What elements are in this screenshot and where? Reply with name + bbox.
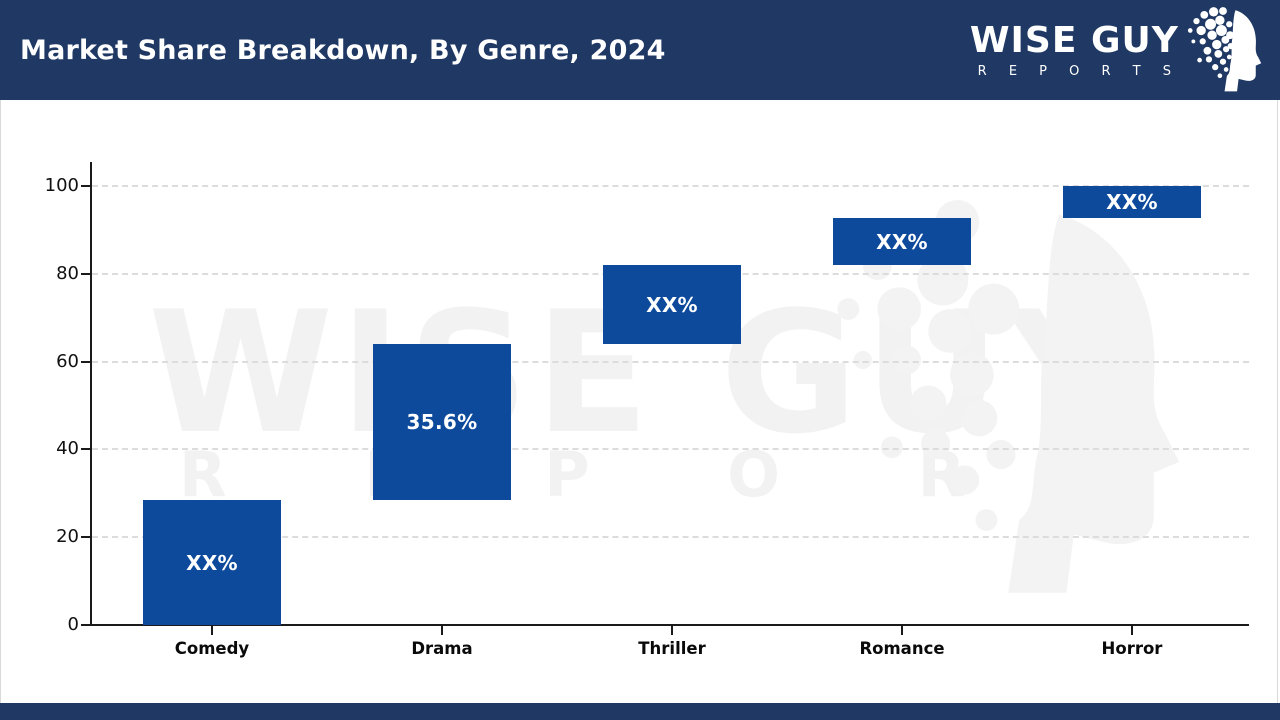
x-tick	[441, 626, 443, 635]
gridline	[92, 185, 1249, 187]
logo-wordmark: WISE GUY R E P O R T S	[969, 19, 1180, 79]
bar: XX%	[833, 218, 971, 266]
gridline	[92, 360, 1249, 363]
gridline	[92, 448, 1249, 451]
y-tick-label: 80	[56, 262, 79, 284]
chart-area: WISE GUY R E P O R T S 0 20 40 60 80 100 XX% Co…	[0, 100, 1280, 703]
x-tick	[671, 626, 673, 635]
y-tick	[81, 272, 90, 275]
x-tick-label: Thriller	[638, 639, 706, 658]
bar-value-label: XX%	[646, 292, 698, 317]
x-tick-label: Romance	[859, 639, 945, 658]
y-tick-label: 0	[67, 614, 79, 635]
bar-value-label: XX%	[1106, 190, 1158, 215]
header-bar: Market Share Breakdown, By Genre, 2024 W…	[0, 0, 1280, 100]
bar-value-label: XX%	[186, 550, 238, 575]
y-tick	[81, 185, 90, 187]
x-tick	[901, 626, 903, 635]
y-tick-label: 60	[56, 350, 79, 372]
page-title: Market Share Breakdown, By Genre, 2024	[20, 34, 666, 66]
y-tick	[81, 536, 90, 539]
x-tick-label: Comedy	[174, 639, 250, 658]
x-tick	[1131, 626, 1133, 635]
logo-wiseguy-text: WISE GUY	[969, 19, 1179, 61]
bar: 35.6%	[373, 344, 511, 501]
bar: XX%	[1063, 186, 1201, 219]
footer-bar	[0, 703, 1280, 720]
bar: XX%	[603, 265, 741, 345]
bar: XX%	[143, 500, 281, 625]
bar-value-label: XX%	[876, 229, 928, 254]
y-tick	[81, 448, 90, 451]
y-tick-label: 20	[56, 526, 79, 548]
watermark-face-icon	[837, 200, 1180, 593]
gridline	[92, 536, 1249, 539]
y-tick-label: 100	[44, 175, 79, 196]
y-tick	[81, 360, 90, 363]
x-tick-label: Horror	[1101, 639, 1163, 658]
wiseguy-logo: WISE GUY R E P O R T S	[969, 7, 1262, 93]
logo-face-icon	[1187, 7, 1262, 92]
y-tick	[81, 624, 90, 626]
y-axis	[90, 162, 92, 626]
x-axis	[89, 624, 1249, 626]
bar-value-label: 35.6%	[406, 410, 478, 435]
y-tick-label: 40	[56, 438, 79, 460]
x-tick	[211, 626, 213, 635]
logo-reports-text: R E P O R T S	[977, 63, 1180, 79]
x-tick-label: Drama	[411, 639, 473, 658]
